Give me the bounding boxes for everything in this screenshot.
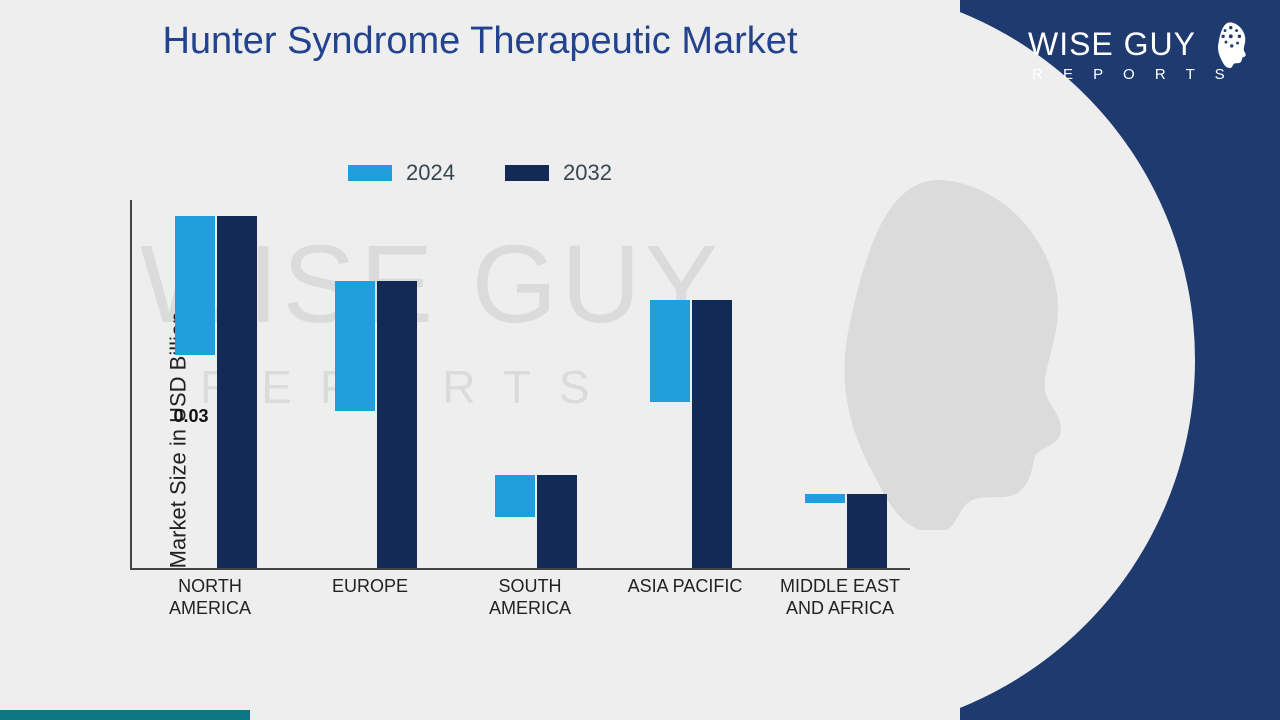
x-axis-label: MIDDLE EAST AND AFRICA bbox=[775, 576, 905, 619]
legend: 2024 2032 bbox=[0, 160, 960, 186]
bar-2024 bbox=[335, 281, 375, 411]
x-axis-label: EUROPE bbox=[305, 576, 435, 598]
right-navy-panel bbox=[960, 0, 1280, 720]
brand-head-icon bbox=[1202, 20, 1250, 68]
legend-item-2032: 2032 bbox=[505, 160, 612, 186]
x-axis-label: SOUTH AMERICA bbox=[465, 576, 595, 619]
title-text: Hunter Syndrome Therapeutic Market bbox=[162, 20, 797, 62]
bar-2024 bbox=[175, 216, 215, 355]
plot-area: 0.03 bbox=[130, 200, 910, 570]
bar-2032 bbox=[847, 494, 887, 568]
bar-2024 bbox=[805, 494, 845, 503]
legend-label-2024: 2024 bbox=[406, 160, 455, 186]
bar-group bbox=[801, 494, 891, 568]
legend-swatch-2032 bbox=[505, 165, 549, 181]
x-axis-label: NORTH AMERICA bbox=[145, 576, 275, 619]
bar-2024 bbox=[495, 475, 535, 517]
bar-2032 bbox=[217, 216, 257, 568]
brand-line1: WISE GUY bbox=[1028, 26, 1196, 63]
bar-group bbox=[331, 281, 421, 568]
bar-2032 bbox=[377, 281, 417, 568]
legend-swatch-2024 bbox=[348, 165, 392, 181]
bar-2024 bbox=[650, 300, 690, 402]
bar-2032 bbox=[692, 300, 732, 568]
chart-title: Hunter Syndrome Therapeutic Market bbox=[0, 20, 960, 63]
chart-area: Market Size in USD Billion 0.03 NORTH AM… bbox=[100, 200, 910, 680]
bar-value-label: 0.03 bbox=[173, 406, 208, 427]
bar-group bbox=[646, 300, 736, 568]
bottom-accent-bar bbox=[0, 710, 250, 720]
x-axis-labels: NORTH AMERICA EUROPE SOUTH AMERICA ASIA PAC… bbox=[130, 576, 910, 676]
brand-logo: WISE GUY R E P O R T S bbox=[1028, 20, 1250, 83]
brand-line2: R E P O R T S bbox=[1028, 66, 1250, 83]
legend-item-2024: 2024 bbox=[348, 160, 455, 186]
bar-group bbox=[171, 216, 261, 568]
x-axis-label: ASIA PACIFIC bbox=[620, 576, 750, 598]
legend-label-2032: 2032 bbox=[563, 160, 612, 186]
bar-2032 bbox=[537, 475, 577, 568]
bar-group bbox=[491, 475, 581, 568]
